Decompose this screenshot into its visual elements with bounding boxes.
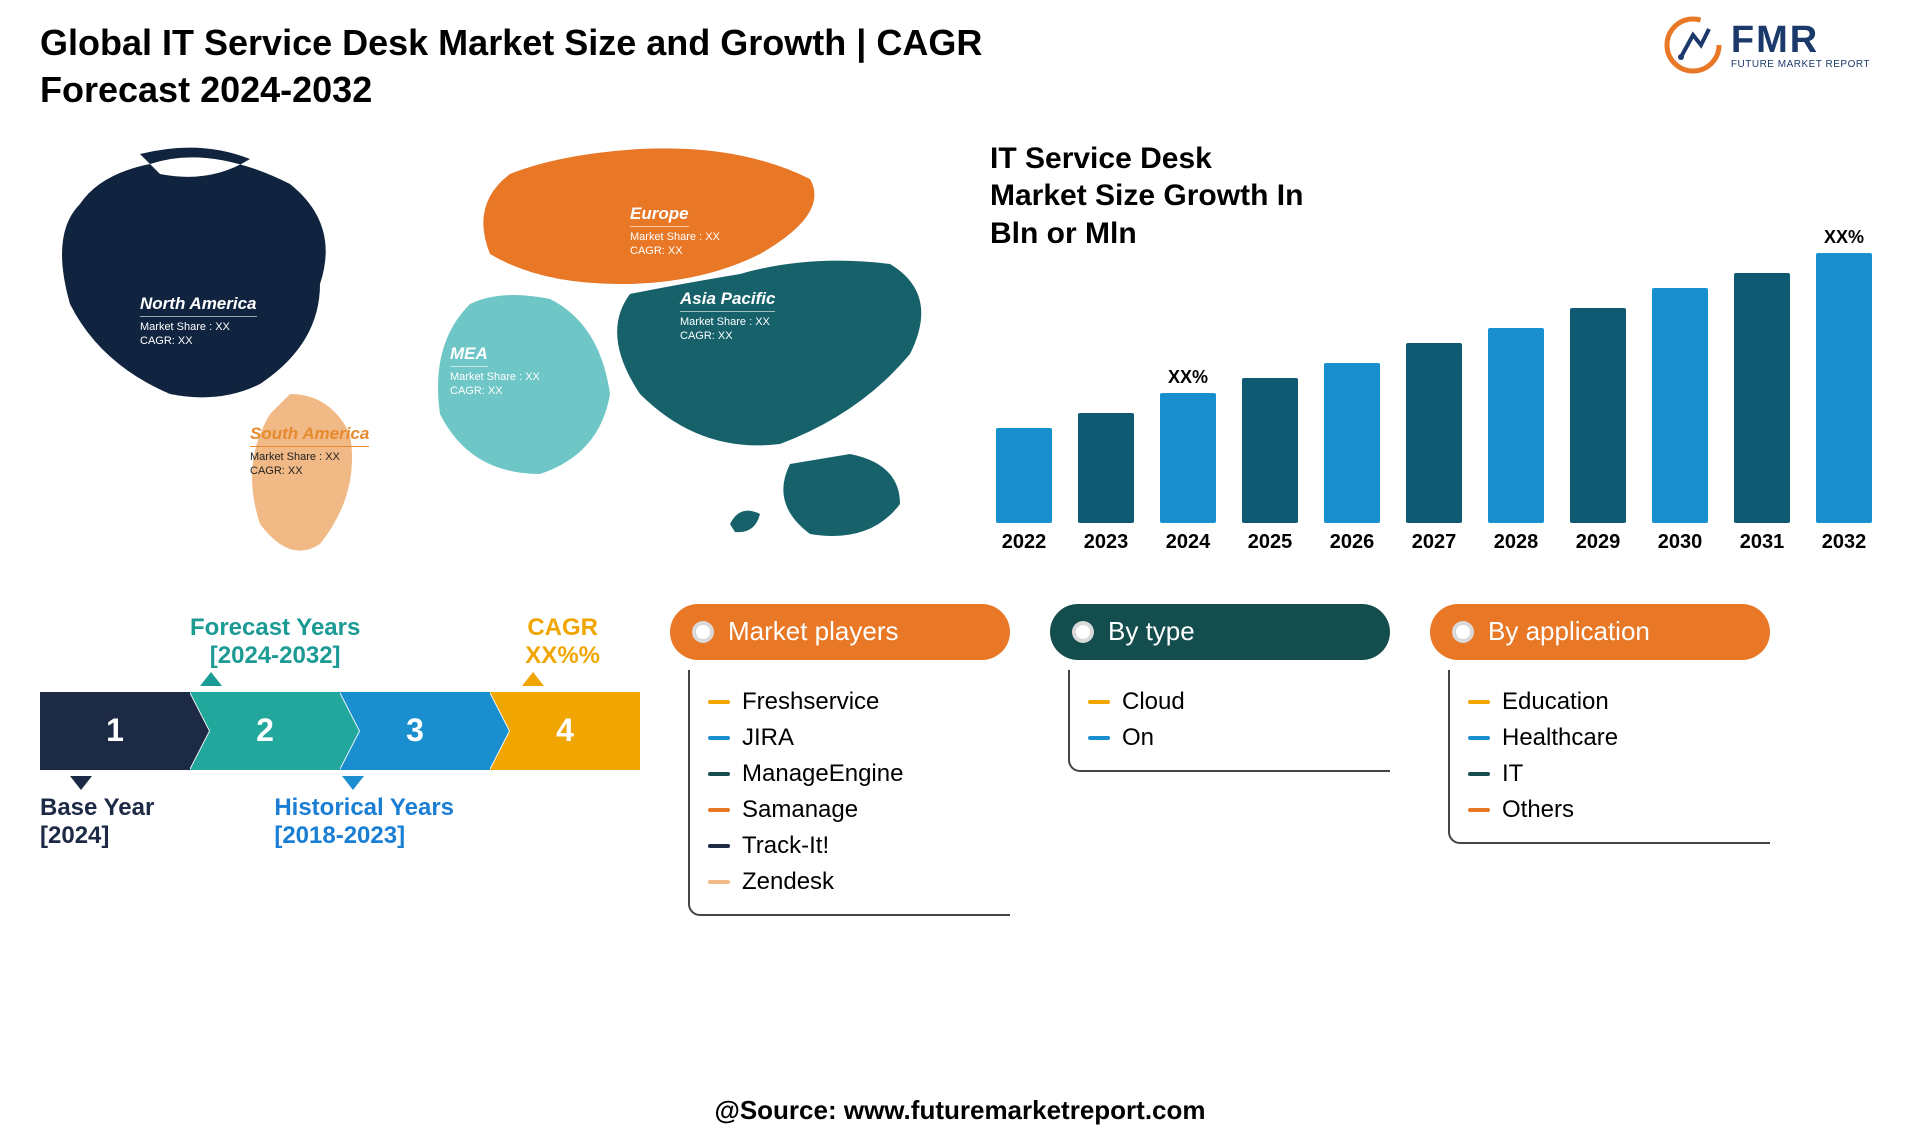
bar-2030: 2030 bbox=[1646, 288, 1714, 554]
list-item: Healthcare bbox=[1468, 724, 1770, 752]
section-by_application: By application Education Healthcare IT Other… bbox=[1430, 604, 1770, 916]
section-pill: By type bbox=[1050, 604, 1390, 660]
timeline: Forecast Years [2024-2032] CAGR XX%% 123… bbox=[40, 604, 640, 916]
logo-icon bbox=[1663, 15, 1723, 75]
bar-2024: XX%2024 bbox=[1154, 393, 1222, 554]
growth-chart: IT Service DeskMarket Size Growth InBln … bbox=[990, 134, 1880, 564]
bar-2022: 2022 bbox=[990, 428, 1058, 554]
logo-subtext: FUTURE MARKET REPORT bbox=[1731, 59, 1870, 70]
region-label-ap: Asia PacificMarket Share : XXCAGR: XX bbox=[680, 289, 775, 344]
source-text: @Source: www.futuremarketreport.com bbox=[714, 1095, 1205, 1126]
region-label-mea: MEAMarket Share : XXCAGR: XX bbox=[450, 344, 540, 399]
list-item: Samanage bbox=[708, 796, 1010, 824]
list-item: ManageEngine bbox=[708, 760, 1010, 788]
timeline-step-3: 3 bbox=[340, 692, 490, 770]
list-item: On bbox=[1088, 724, 1390, 752]
page-title: Global IT Service Desk Market Size and G… bbox=[40, 20, 1140, 114]
section-by_type: By type Cloud On bbox=[1050, 604, 1390, 916]
list-item: Others bbox=[1468, 796, 1770, 824]
timeline-step-1: 1 bbox=[40, 692, 190, 770]
list-item: Zendesk bbox=[708, 868, 1010, 896]
arrow-down-icon bbox=[70, 776, 92, 790]
cagr-label: CAGR XX%% bbox=[525, 614, 600, 670]
bar-2025: 2025 bbox=[1236, 378, 1304, 554]
forecast-label: Forecast Years [2024-2032] bbox=[190, 614, 360, 670]
section-market_players: Market players Freshservice JIRA ManageEngi… bbox=[670, 604, 1010, 916]
bar-2029: 2029 bbox=[1564, 308, 1632, 554]
list-item: IT bbox=[1468, 760, 1770, 788]
base-year-label: Base Year [2024] bbox=[40, 794, 154, 850]
timeline-step-2: 2 bbox=[190, 692, 340, 770]
bar-2027: 2027 bbox=[1400, 343, 1468, 554]
bar-2031: 2031 bbox=[1728, 273, 1796, 554]
list-item: Education bbox=[1468, 688, 1770, 716]
list-item: Freshservice bbox=[708, 688, 1010, 716]
bar-2023: 2023 bbox=[1072, 413, 1140, 554]
chart-title: IT Service DeskMarket Size Growth InBln … bbox=[990, 140, 1880, 253]
logo-text: FMR bbox=[1731, 21, 1870, 59]
bar-2028: 2028 bbox=[1482, 328, 1550, 554]
bar-2026: 2026 bbox=[1318, 363, 1386, 554]
arrow-up-icon bbox=[200, 672, 222, 686]
arrow-up-icon bbox=[522, 672, 544, 686]
world-map: North AmericaMarket Share : XXCAGR: XX So… bbox=[40, 134, 960, 564]
timeline-step-4: 4 bbox=[490, 692, 640, 770]
bar-2032: XX%2032 bbox=[1810, 253, 1878, 554]
historical-label: Historical Years [2018-2023] bbox=[274, 794, 454, 850]
region-label-sa: South AmericaMarket Share : XXCAGR: XX bbox=[250, 424, 369, 479]
region-label-na: North AmericaMarket Share : XXCAGR: XX bbox=[140, 294, 257, 349]
section-pill: By application bbox=[1430, 604, 1770, 660]
list-item: Cloud bbox=[1088, 688, 1390, 716]
list-item: JIRA bbox=[708, 724, 1010, 752]
section-pill: Market players bbox=[670, 604, 1010, 660]
arrow-down-icon bbox=[342, 776, 364, 790]
list-item: Track-It! bbox=[708, 832, 1010, 860]
fmr-logo: FMR FUTURE MARKET REPORT bbox=[1663, 15, 1870, 75]
region-label-eu: EuropeMarket Share : XXCAGR: XX bbox=[630, 204, 720, 259]
